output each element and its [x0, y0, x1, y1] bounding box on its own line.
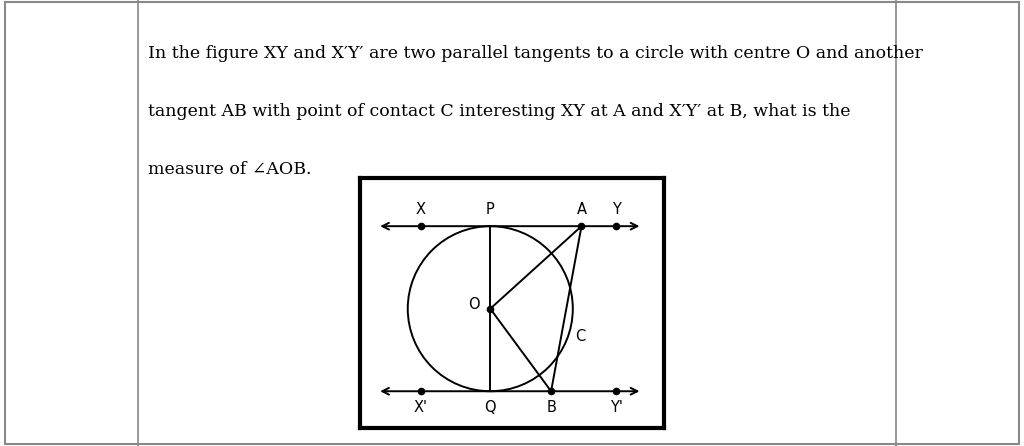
- Text: measure of ∠AOB.: measure of ∠AOB.: [148, 161, 312, 178]
- Text: P: P: [486, 202, 495, 218]
- Text: Q: Q: [484, 400, 496, 415]
- Text: In the figure XY and X′Y′ are two parallel tangents to a circle with centre O an: In the figure XY and X′Y′ are two parall…: [148, 45, 924, 62]
- Text: X: X: [416, 202, 426, 218]
- Text: B: B: [546, 400, 556, 415]
- Text: Y': Y': [610, 400, 623, 415]
- Text: tangent AB with point of contact C interesting XY at A and X′Y′ at B, what is th: tangent AB with point of contact C inter…: [148, 103, 851, 120]
- Text: O: O: [468, 297, 479, 312]
- Text: Y: Y: [611, 202, 621, 218]
- Text: X': X': [414, 400, 428, 415]
- Text: A: A: [577, 202, 587, 218]
- Text: C: C: [574, 329, 585, 344]
